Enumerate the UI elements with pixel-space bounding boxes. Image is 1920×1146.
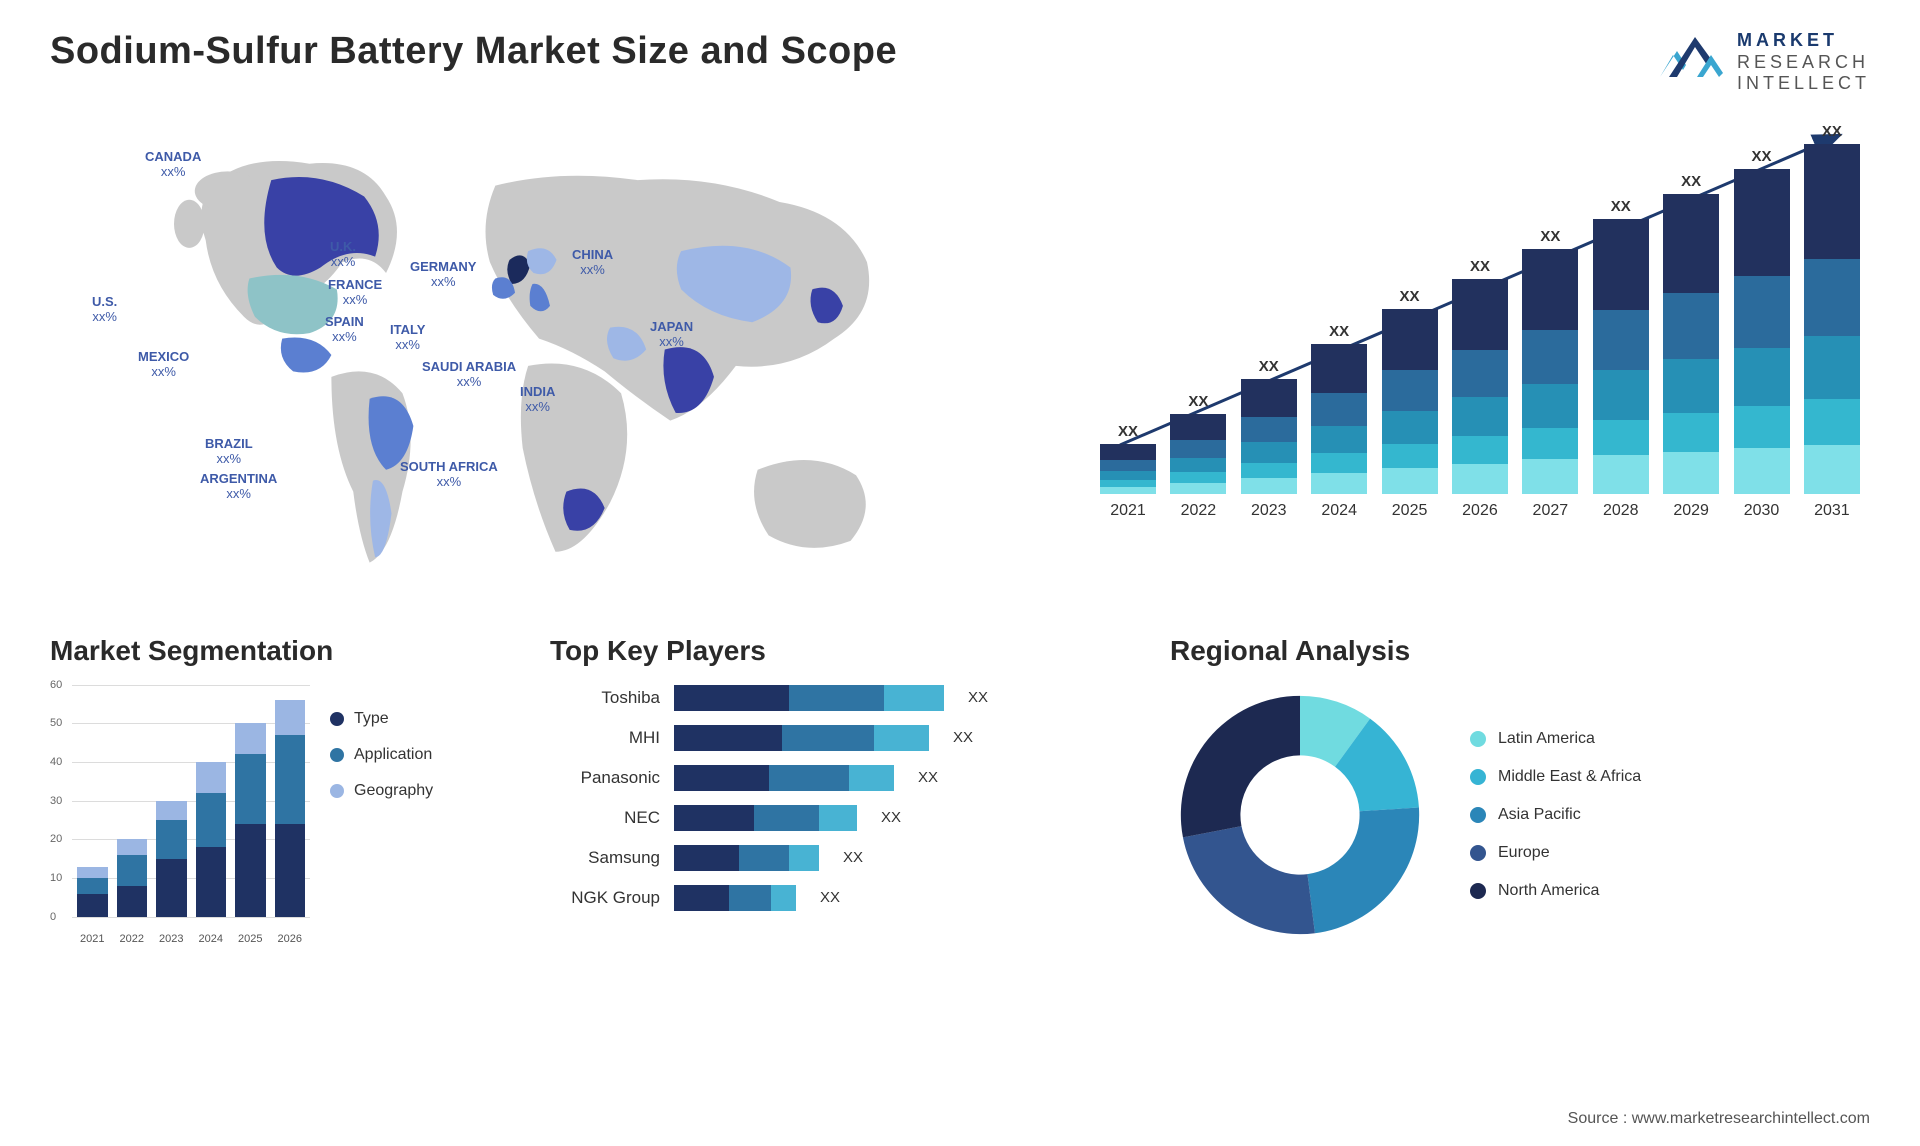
world-map-panel: CANADAxx% U.S.xx% MEXICOxx% BRAZILxx% ARGENT… (50, 120, 1050, 590)
map-label: MEXICOxx% (138, 350, 189, 380)
legend-item: Geography (330, 782, 433, 800)
legend-item: Type (330, 710, 433, 728)
trend-bar: XX2023 (1241, 358, 1297, 520)
legend-item: Application (330, 746, 433, 764)
seg-bar (117, 839, 148, 916)
seg-bar (275, 700, 306, 917)
segmentation-panel: Market Segmentation 0102030405060 202120… (50, 635, 490, 945)
brand-logo: MARKET RESEARCH INTELLECT (1655, 30, 1870, 95)
legend-item: Asia Pacific (1470, 806, 1641, 824)
trend-bar: XX2022 (1170, 393, 1226, 520)
seg-bar (77, 867, 108, 917)
key-players-chart: ToshibaXX MHIXX PanasonicXX NECXX SamsungXX N… (550, 685, 1110, 911)
map-label: CANADAxx% (145, 150, 201, 180)
map-label: SAUDI ARABIAxx% (422, 360, 516, 390)
trend-bar: XX2027 (1522, 228, 1578, 520)
map-label: ITALYxx% (390, 323, 425, 353)
legend-item: Middle East & Africa (1470, 768, 1641, 786)
player-row: SamsungXX (550, 845, 1110, 871)
source-line: Source : www.marketresearchintellect.com (1568, 1110, 1870, 1128)
legend-item: North America (1470, 882, 1641, 900)
logo-icon (1655, 35, 1725, 90)
donut-slice (1181, 696, 1300, 837)
trend-bar: XX2026 (1452, 258, 1508, 520)
segmentation-title: Market Segmentation (50, 635, 490, 667)
donut-slice (1183, 826, 1315, 934)
map-label: INDIAxx% (520, 385, 555, 415)
trend-bar: XX2021 (1100, 423, 1156, 520)
map-label: BRAZILxx% (205, 437, 253, 467)
legend-item: Latin America (1470, 730, 1641, 748)
page-title: Sodium-Sulfur Battery Market Size and Sc… (50, 30, 897, 73)
map-label: FRANCExx% (328, 278, 382, 308)
map-label: U.K.xx% (330, 240, 356, 270)
map-label: ARGENTINAxx% (200, 472, 277, 502)
trend-bar: XX2028 (1593, 198, 1649, 520)
map-label: GERMANYxx% (410, 260, 476, 290)
map-label: U.S.xx% (92, 295, 117, 325)
trend-bar: XX2030 (1734, 148, 1790, 520)
regional-title: Regional Analysis (1170, 635, 1870, 667)
trend-bar: XX2029 (1663, 173, 1719, 520)
player-row: NECXX (550, 805, 1110, 831)
donut-slice (1307, 807, 1419, 933)
segmentation-legend: Type Application Geography (330, 685, 433, 945)
player-row: ToshibaXX (550, 685, 1110, 711)
map-label: JAPANxx% (650, 320, 693, 350)
map-label: SOUTH AFRICAxx% (400, 460, 498, 490)
logo-text: MARKET RESEARCH INTELLECT (1737, 30, 1870, 95)
key-players-title: Top Key Players (550, 635, 1110, 667)
player-row: NGK GroupXX (550, 885, 1110, 911)
trend-bar: XX2024 (1311, 323, 1367, 520)
key-players-panel: Top Key Players ToshibaXX MHIXX PanasonicX… (550, 635, 1110, 945)
regional-panel: Regional Analysis Latin America Middle Ea… (1170, 635, 1870, 945)
world-map (50, 120, 1050, 590)
regional-legend: Latin America Middle East & Africa Asia Pa… (1470, 730, 1641, 900)
regional-donut-chart (1170, 685, 1430, 945)
map-label: CHINAxx% (572, 248, 613, 278)
segmentation-chart: 0102030405060 202120222023202420252026 (50, 685, 310, 945)
player-row: PanasonicXX (550, 765, 1110, 791)
market-trend-chart: XX2021XX2022XX2023XX2024XX2025XX2026XX20… (1090, 120, 1870, 590)
seg-bar (196, 762, 227, 917)
trend-bar: XX2031 (1804, 123, 1860, 520)
map-label: SPAINxx% (325, 315, 364, 345)
legend-item: Europe (1470, 844, 1641, 862)
trend-bar: XX2025 (1382, 288, 1438, 520)
seg-bar (156, 801, 187, 917)
player-row: MHIXX (550, 725, 1110, 751)
seg-bar (235, 723, 266, 916)
